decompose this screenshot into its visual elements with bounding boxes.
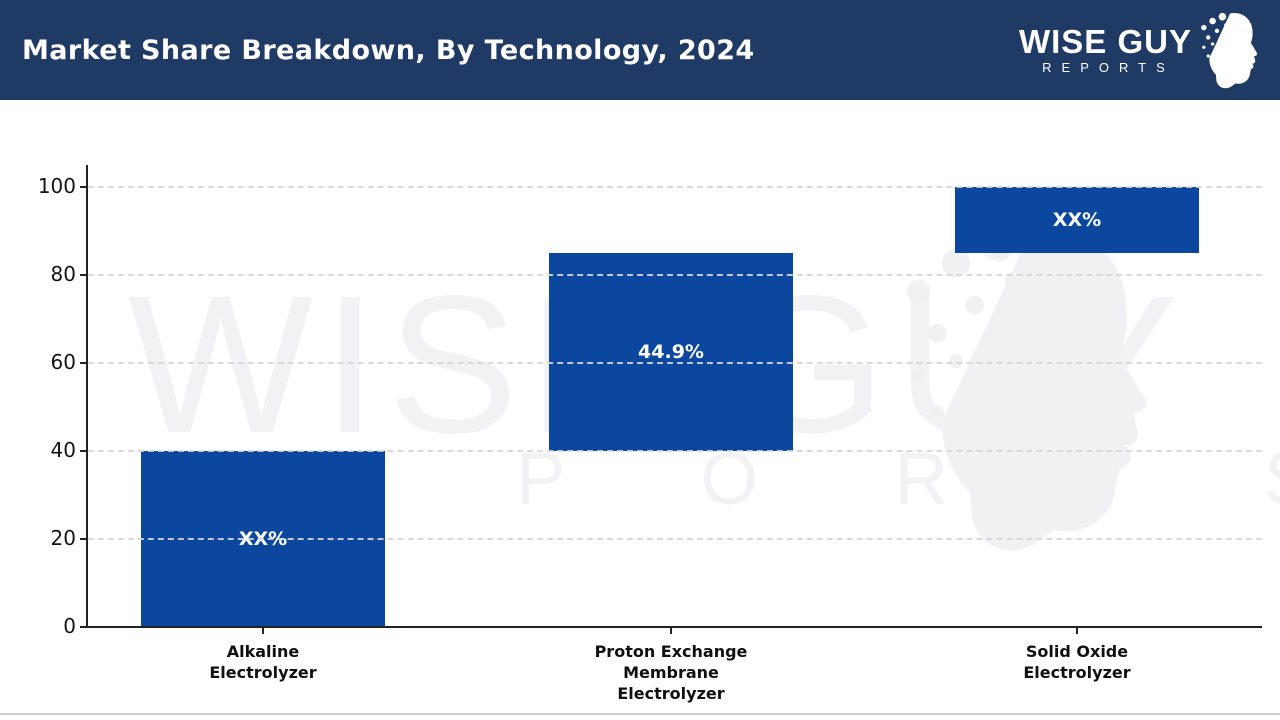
gridline-60 (88, 362, 1262, 364)
x-tick-label-line: Electrolyzer (209, 663, 317, 682)
y-tick-label-0: 0 (63, 614, 76, 638)
x-tick-mark-solid-oxide-electrolyzer (1076, 627, 1078, 634)
watermark-face-icon (907, 228, 1147, 551)
logo-text-reports: REPORTS (1042, 60, 1175, 75)
y-axis-spine (86, 165, 88, 627)
wise-guy-logo: WISE GUY REPORTS (1019, 9, 1262, 91)
header-bar: Market Share Breakdown, By Technology, 2… (0, 0, 1280, 100)
y-tick-label-80: 80 (50, 262, 76, 286)
x-tick-mark-alkaline-electrolyzer (262, 627, 264, 634)
logo-wordmark: WISE GUY REPORTS (1018, 23, 1192, 76)
y-tick-mark-0 (80, 626, 88, 628)
y-tick-mark-40 (80, 450, 88, 452)
y-tick-mark-60 (80, 362, 88, 364)
dotted-face-icon (1201, 12, 1258, 89)
x-tick-label-line: Alkaline (226, 642, 300, 661)
x-tick-label-line: Membrane (623, 663, 719, 682)
x-tick-label-solid-oxide-electrolyzer: Solid Oxide Electrolyzer (917, 641, 1237, 683)
gridline-20 (88, 538, 1262, 540)
x-tick-mark-proton-exchange-membrane-electrolyzer (670, 627, 672, 634)
y-tick-label-40: 40 (50, 438, 76, 462)
bar-value-label-solid-oxide-electrolyzer: XX% (1052, 209, 1102, 232)
x-tick-label-line: Proton Exchange (594, 642, 748, 661)
x-tick-label-line: Electrolyzer (617, 684, 725, 703)
gridline-40 (88, 450, 1262, 452)
x-tick-label-alkaline-electrolyzer: Alkaline Electrolyzer (103, 641, 423, 683)
page-title: Market Share Breakdown, By Technology, 2… (22, 34, 755, 66)
x-tick-label-proton-exchange-membrane-electrolyzer: Proton Exchange Membrane Electrolyzer (511, 641, 831, 704)
gridline-100 (88, 186, 1262, 188)
x-tick-label-line: Electrolyzer (1023, 663, 1131, 682)
logo-text-wise-guy: WISE GUY (1018, 23, 1192, 60)
bar-solid-oxide-electrolyzer: XX% (955, 187, 1199, 254)
y-tick-mark-80 (80, 274, 88, 276)
footer-divider (0, 713, 1280, 715)
x-tick-label-line: Solid Oxide (1025, 642, 1129, 661)
gridline-80 (88, 274, 1262, 276)
y-tick-label-20: 20 (50, 526, 76, 550)
bar-proton-exchange-membrane-electrolyzer: 44.9% (549, 253, 793, 451)
y-tick-label-60: 60 (50, 350, 76, 374)
y-tick-mark-100 (80, 186, 88, 188)
x-axis-spine (86, 626, 1262, 628)
bar-value-label-proton-exchange-membrane-electrolyzer: 44.9% (638, 341, 704, 364)
y-tick-mark-20 (80, 538, 88, 540)
y-tick-label-100: 100 (37, 174, 76, 198)
